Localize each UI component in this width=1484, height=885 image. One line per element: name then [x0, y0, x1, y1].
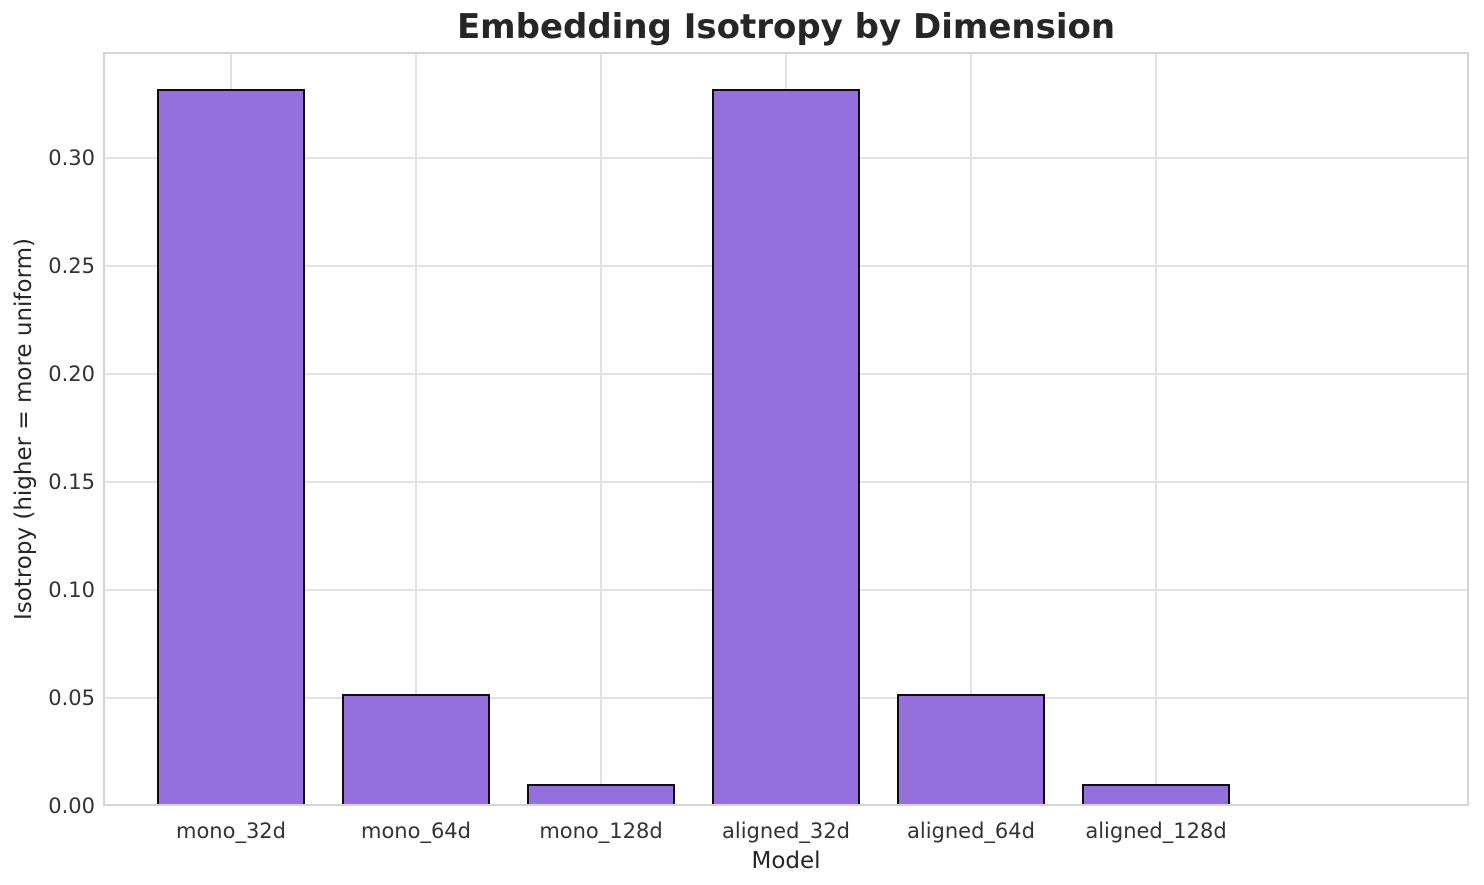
gridline-vertical	[1155, 52, 1158, 806]
gridline-vertical	[970, 52, 973, 806]
bar-mono_64d	[342, 694, 490, 806]
x-tick-label-aligned_32d: aligned_32d	[722, 819, 850, 843]
gridline-vertical	[599, 52, 602, 806]
bar-aligned_128d	[1082, 784, 1230, 806]
bar-aligned_64d	[897, 694, 1045, 806]
x-tick-label-mono_32d: mono_32d	[175, 819, 286, 843]
y-tick-label: 0.10	[48, 577, 95, 602]
x-axis-label: Model	[751, 848, 821, 874]
gridline-vertical	[414, 52, 417, 806]
y-tick-label: 0.30	[48, 145, 95, 170]
chart-title: Embedding Isotropy by Dimension	[456, 7, 1116, 47]
y-axis-label: Isotropy (higher = more uniform)	[11, 237, 37, 621]
x-tick-label-mono_64d: mono_64d	[360, 819, 471, 843]
y-tick-label: 0.25	[48, 253, 95, 278]
x-tick-label-aligned_128d: aligned_128d	[1085, 819, 1227, 843]
plot-area	[103, 52, 1469, 806]
x-tick-label-mono_128d: mono_128d	[539, 819, 663, 843]
y-tick-label: 0.20	[48, 361, 95, 386]
y-tick-label: 0.00	[48, 794, 95, 818]
x-tick-label-aligned_64d: aligned_64d	[907, 819, 1035, 843]
bar-mono_128d	[527, 784, 675, 806]
bar-aligned_32d	[712, 89, 860, 806]
y-tick-label: 0.15	[48, 469, 95, 494]
bar-mono_32d	[157, 89, 305, 806]
y-tick-label: 0.05	[48, 685, 95, 710]
